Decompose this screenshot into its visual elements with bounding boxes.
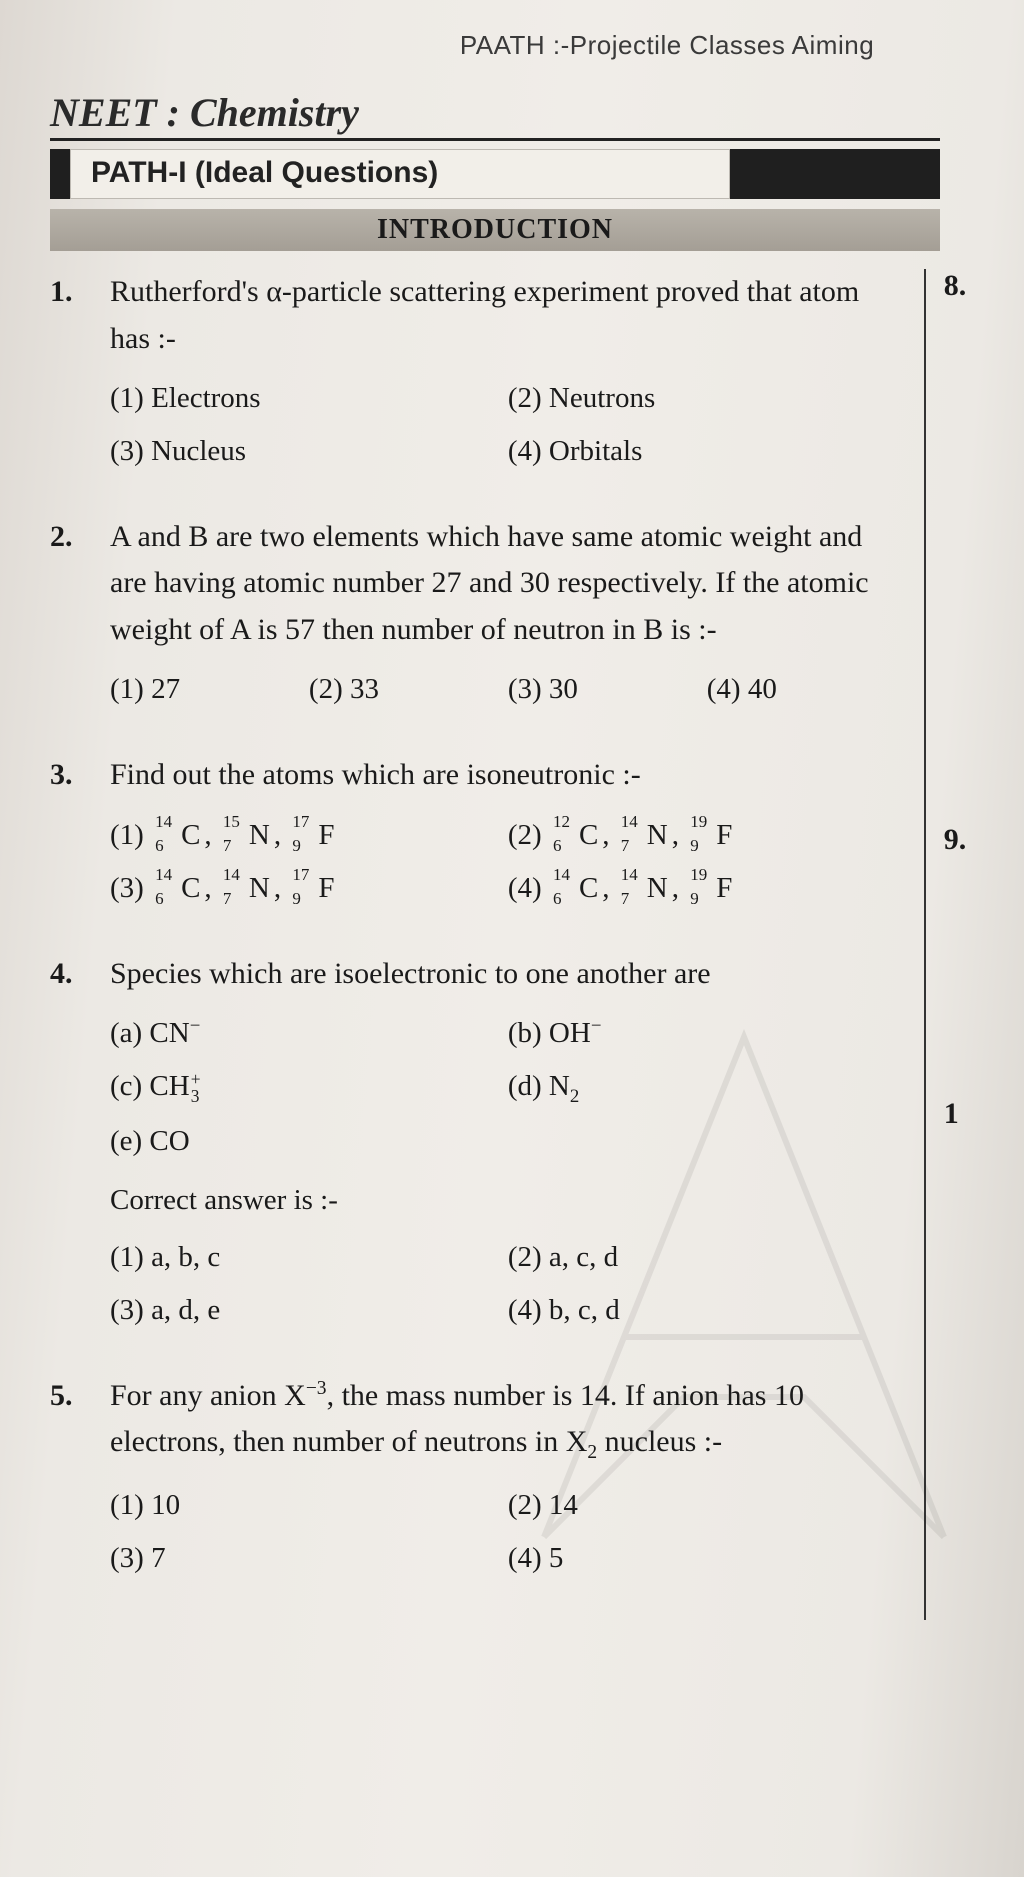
side-column: 8. 9. 1 [926, 269, 1004, 1620]
option: (1) Electrons [110, 372, 508, 425]
question-number: 2. [50, 514, 110, 716]
options: (1) 10(2) 14(3) 7(4) 5 [110, 1479, 906, 1585]
path-tab-left [50, 149, 70, 199]
option: (2) 14 [508, 1479, 906, 1532]
path-tab-right [730, 149, 940, 199]
option: (3) 146C, 147N, 179F [110, 862, 508, 915]
options: (1) 27(2) 33(3) 30(4) 40 [110, 663, 906, 716]
question-number: 4. [50, 951, 110, 1337]
questions-column: 1.Rutherford's α-particle scattering exp… [50, 269, 926, 1620]
option: (2) 33 [309, 663, 508, 716]
option: (4) Orbitals [508, 425, 906, 478]
question-body: Rutherford's α-particle scattering exper… [110, 269, 906, 478]
option: (4) b, c, d [508, 1284, 906, 1337]
option: (4) 40 [707, 663, 906, 716]
question-text: Find out the atoms which are isoneutroni… [110, 752, 906, 799]
question: 1.Rutherford's α-particle scattering exp… [50, 269, 906, 478]
sub-option: (d) N2 [508, 1060, 906, 1115]
question-body: For any anion X−3, the mass number is 14… [110, 1373, 906, 1585]
question-text: Rutherford's α-particle scattering exper… [110, 269, 906, 362]
question: 5.For any anion X−3, the mass number is … [50, 1373, 906, 1585]
content-columns: 1.Rutherford's α-particle scattering exp… [50, 269, 1004, 1620]
question-body: Find out the atoms which are isoneutroni… [110, 752, 906, 914]
question-text: A and B are two elements which have same… [110, 514, 906, 654]
option: (1) 146C, 157N, 179F [110, 809, 508, 862]
brand-text: PAATH :-Projectile Classes Aiming [50, 30, 1004, 61]
options: (1) a, b, c(2) a, c, d(3) a, d, e(4) b, … [110, 1231, 906, 1337]
intro-heading: INTRODUCTION [50, 209, 940, 251]
option: (3) 7 [110, 1532, 508, 1585]
side-marker: 1 [944, 1097, 1004, 1131]
sub-option: (e) CO [110, 1115, 906, 1168]
option: (1) 10 [110, 1479, 508, 1532]
question: 3.Find out the atoms which are isoneutro… [50, 752, 906, 914]
question-body: A and B are two elements which have same… [110, 514, 906, 716]
question: 2.A and B are two elements which have sa… [50, 514, 906, 716]
option: (4) 5 [508, 1532, 906, 1585]
sub-option: (c) CH+3 [110, 1060, 508, 1115]
options: (1) 146C, 157N, 179F(2) 126C, 147N, 199F… [110, 809, 906, 915]
option: (1) 27 [110, 663, 309, 716]
page: PAATH :-Projectile Classes Aiming NEET :… [0, 0, 1024, 1877]
side-marker: 8. [944, 269, 1004, 303]
option: (2) Neutrons [508, 372, 906, 425]
question-body: Species which are isoelectronic to one a… [110, 951, 906, 1337]
sub-option: (a) CN− [110, 1007, 508, 1060]
option: (3) a, d, e [110, 1284, 508, 1337]
sub-options: (a) CN−(b) OH−(c) CH+3(d) N2(e) CO [110, 1007, 906, 1168]
option: (1) a, b, c [110, 1231, 508, 1284]
options: (1) Electrons(2) Neutrons(3) Nucleus(4) … [110, 372, 906, 478]
path-title: PATH-I (Ideal Questions) [70, 149, 730, 199]
question-number: 1. [50, 269, 110, 478]
sub-option: (b) OH− [508, 1007, 906, 1060]
option: (4) 146C, 147N, 199F [508, 862, 906, 915]
question-text: Species which are isoelectronic to one a… [110, 951, 906, 998]
question-number: 5. [50, 1373, 110, 1585]
option: (3) 30 [508, 663, 707, 716]
option: (2) 126C, 147N, 199F [508, 809, 906, 862]
option: (3) Nucleus [110, 425, 508, 478]
question-text: For any anion X−3, the mass number is 14… [110, 1373, 906, 1469]
subject-heading: NEET : Chemistry [50, 89, 940, 141]
question: 4.Species which are isoelectronic to one… [50, 951, 906, 1337]
question-number: 3. [50, 752, 110, 914]
path-bar: PATH-I (Ideal Questions) [50, 149, 940, 199]
sub-label: Correct answer is :- [110, 1178, 906, 1223]
option: (2) a, c, d [508, 1231, 906, 1284]
side-marker: 9. [944, 823, 1004, 857]
